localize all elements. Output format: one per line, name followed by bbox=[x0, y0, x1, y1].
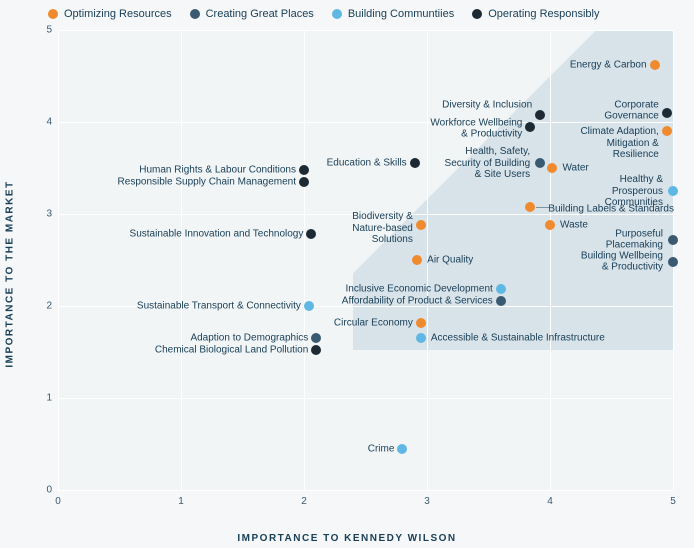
x-tick-label: 2 bbox=[301, 496, 307, 507]
legend-item: Optimizing Resources bbox=[48, 8, 172, 20]
gridline-h bbox=[58, 490, 673, 491]
data-point bbox=[525, 202, 535, 212]
point-label: Climate Adaption,Mitigation &Resilience bbox=[580, 126, 658, 161]
point-label: Adaption to Demographics bbox=[190, 332, 308, 344]
point-label: Inclusive Economic Development bbox=[346, 284, 493, 296]
data-point bbox=[416, 220, 426, 230]
point-label: Accessible & Sustainable Infrastructure bbox=[431, 332, 605, 344]
point-label: Workforce Wellbeing& Productivity bbox=[430, 117, 522, 140]
data-point bbox=[496, 284, 506, 294]
point-label: Sustainable Innovation and Technology bbox=[130, 228, 304, 240]
legend-dot-icon bbox=[190, 9, 200, 19]
point-label: Crime bbox=[368, 443, 395, 455]
data-point bbox=[416, 318, 426, 328]
legend-dot-icon bbox=[332, 9, 342, 19]
legend: Optimizing Resources Creating Great Place… bbox=[48, 8, 600, 20]
data-point bbox=[535, 110, 545, 120]
y-tick-label: 3 bbox=[46, 209, 52, 220]
point-label: Biodiversity &Nature-basedSolutions bbox=[352, 211, 413, 246]
data-point bbox=[662, 126, 672, 136]
gridline-h bbox=[58, 30, 673, 31]
plot-area: Energy & Carbon CorporateGovernance Climat… bbox=[58, 30, 673, 490]
point-label: CorporateGovernance bbox=[604, 99, 658, 122]
data-point bbox=[299, 165, 309, 175]
data-point bbox=[306, 229, 316, 239]
point-label: Responsible Supply Chain Management bbox=[118, 176, 296, 188]
legend-item: Operating Responsibly bbox=[472, 8, 599, 20]
legend-item: Creating Great Places bbox=[190, 8, 314, 20]
point-label: Building Wellbeing& Productivity bbox=[581, 250, 663, 273]
point-label: Water bbox=[562, 162, 588, 174]
data-point bbox=[668, 257, 678, 267]
legend-label: Building Communtiies bbox=[348, 8, 454, 20]
x-tick-label: 3 bbox=[424, 496, 430, 507]
data-point bbox=[525, 122, 535, 132]
data-point bbox=[545, 220, 555, 230]
point-label: Building Labels & Standards bbox=[548, 203, 674, 215]
point-label: Chemical Biological Land Pollution bbox=[155, 344, 308, 356]
legend-item: Building Communtiies bbox=[332, 8, 454, 20]
point-label: Affordability of Product & Services bbox=[342, 296, 493, 308]
gridline-h bbox=[58, 398, 673, 399]
data-point bbox=[299, 177, 309, 187]
data-point bbox=[496, 296, 506, 306]
y-tick-label: 5 bbox=[46, 25, 52, 36]
legend-label: Creating Great Places bbox=[206, 8, 314, 20]
point-label: Health, Safety,Security of Building& Sit… bbox=[445, 146, 531, 181]
gridline-v bbox=[304, 30, 305, 490]
data-point bbox=[416, 333, 426, 343]
point-label: Waste bbox=[560, 219, 588, 231]
legend-dot-icon bbox=[472, 9, 482, 19]
x-tick-label: 5 bbox=[670, 496, 676, 507]
y-axis-title: IMPORTANCE TO THE MARKET bbox=[5, 180, 16, 367]
data-point bbox=[650, 60, 660, 70]
point-label: Air Quality bbox=[427, 254, 473, 266]
data-point bbox=[311, 345, 321, 355]
legend-label: Optimizing Resources bbox=[64, 8, 172, 20]
legend-dot-icon bbox=[48, 9, 58, 19]
gridline-v bbox=[58, 30, 59, 490]
data-point bbox=[547, 163, 557, 173]
point-label: Sustainable Transport & Connectivity bbox=[137, 300, 301, 312]
gridline-h bbox=[58, 122, 673, 123]
y-tick-label: 4 bbox=[46, 117, 52, 128]
y-tick-label: 2 bbox=[46, 301, 52, 312]
x-axis-title: IMPORTANCE TO KENNEDY WILSON bbox=[237, 533, 456, 544]
point-label: Circular Economy bbox=[334, 317, 413, 329]
x-tick-label: 0 bbox=[55, 496, 61, 507]
legend-label: Operating Responsibly bbox=[488, 8, 599, 20]
gridline-v bbox=[550, 30, 551, 490]
y-tick-label: 0 bbox=[46, 485, 52, 496]
point-label: Education & Skills bbox=[327, 158, 407, 170]
data-point bbox=[311, 333, 321, 343]
data-point bbox=[662, 108, 672, 118]
data-point bbox=[668, 235, 678, 245]
data-point bbox=[535, 158, 545, 168]
gridline-v bbox=[181, 30, 182, 490]
point-label: Diversity & Inclusion bbox=[442, 99, 532, 111]
y-tick-label: 1 bbox=[46, 393, 52, 404]
data-point bbox=[410, 158, 420, 168]
data-point bbox=[304, 301, 314, 311]
point-label: Energy & Carbon bbox=[570, 59, 647, 71]
data-point bbox=[412, 255, 422, 265]
x-tick-label: 1 bbox=[178, 496, 184, 507]
data-point bbox=[397, 444, 407, 454]
data-point bbox=[668, 186, 678, 196]
point-label: Human Rights & Labour Conditions bbox=[139, 164, 296, 176]
point-label: PurposefulPlacemaking bbox=[606, 228, 663, 251]
x-tick-label: 4 bbox=[547, 496, 553, 507]
